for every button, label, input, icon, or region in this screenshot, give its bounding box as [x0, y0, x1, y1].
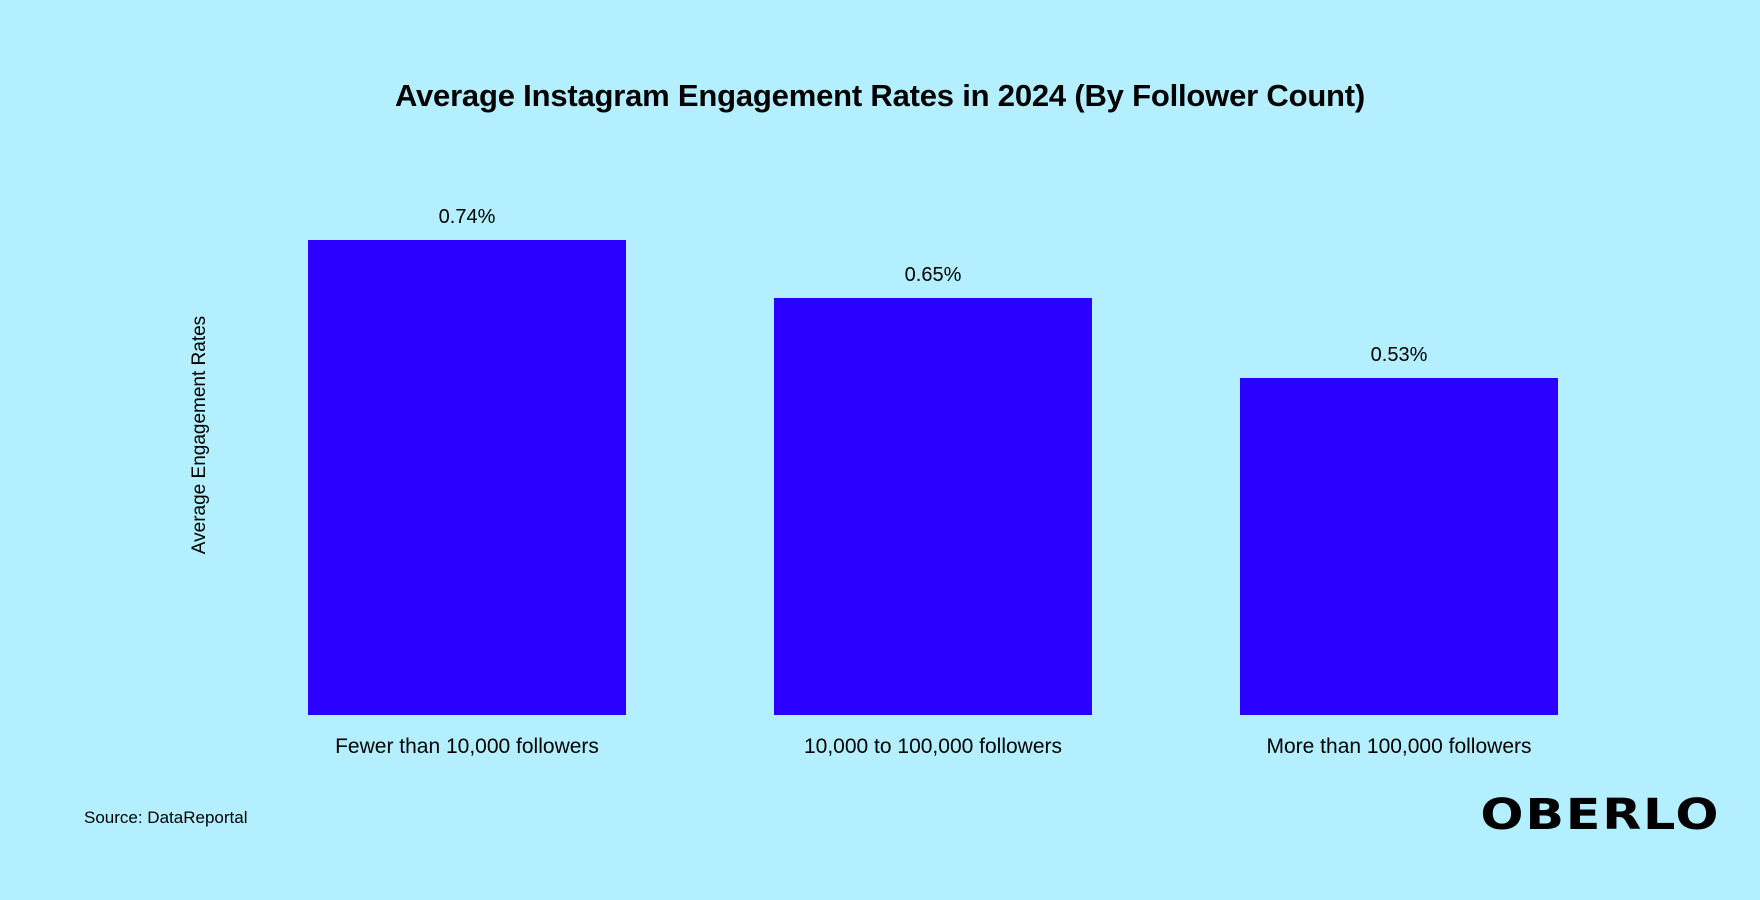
source-note: Source: DataReportal	[84, 808, 248, 827]
bar-rect-1[interactable]	[308, 240, 626, 715]
bar-category-label-3: More than 100,000 followers	[1266, 735, 1532, 758]
bar-group-2: 0.65% 10,000 to 100,000 followers	[774, 264, 1092, 758]
chart-title: Average Instagram Engagement Rates in 20…	[394, 78, 1366, 113]
oberlo-logo: OBERLO	[1480, 790, 1720, 840]
bar-category-label-1: Fewer than 10,000 followers	[335, 735, 599, 758]
bar-rect-2[interactable]	[774, 298, 1092, 715]
bar-rect-3[interactable]	[1240, 378, 1558, 715]
bar-category-label-2: 10,000 to 100,000 followers	[803, 735, 1063, 758]
bar-group-3: 0.53% More than 100,000 followers	[1240, 344, 1558, 758]
bar-group-1: 0.74% Fewer than 10,000 followers	[308, 206, 626, 758]
bar-value-label-2: 0.65%	[904, 264, 962, 286]
bar-value-label-3: 0.53%	[1370, 344, 1428, 366]
bar-value-label-1: 0.74%	[438, 206, 496, 228]
